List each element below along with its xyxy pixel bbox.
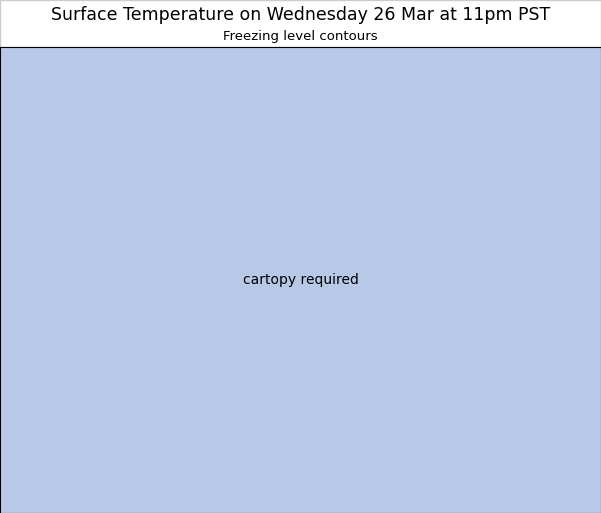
Text: Surface Temperature on Wednesday 26 Mar at 11pm PST: Surface Temperature on Wednesday 26 Mar … [51, 6, 550, 24]
Text: cartopy required: cartopy required [243, 273, 358, 287]
Text: Freezing level contours: Freezing level contours [223, 30, 378, 43]
